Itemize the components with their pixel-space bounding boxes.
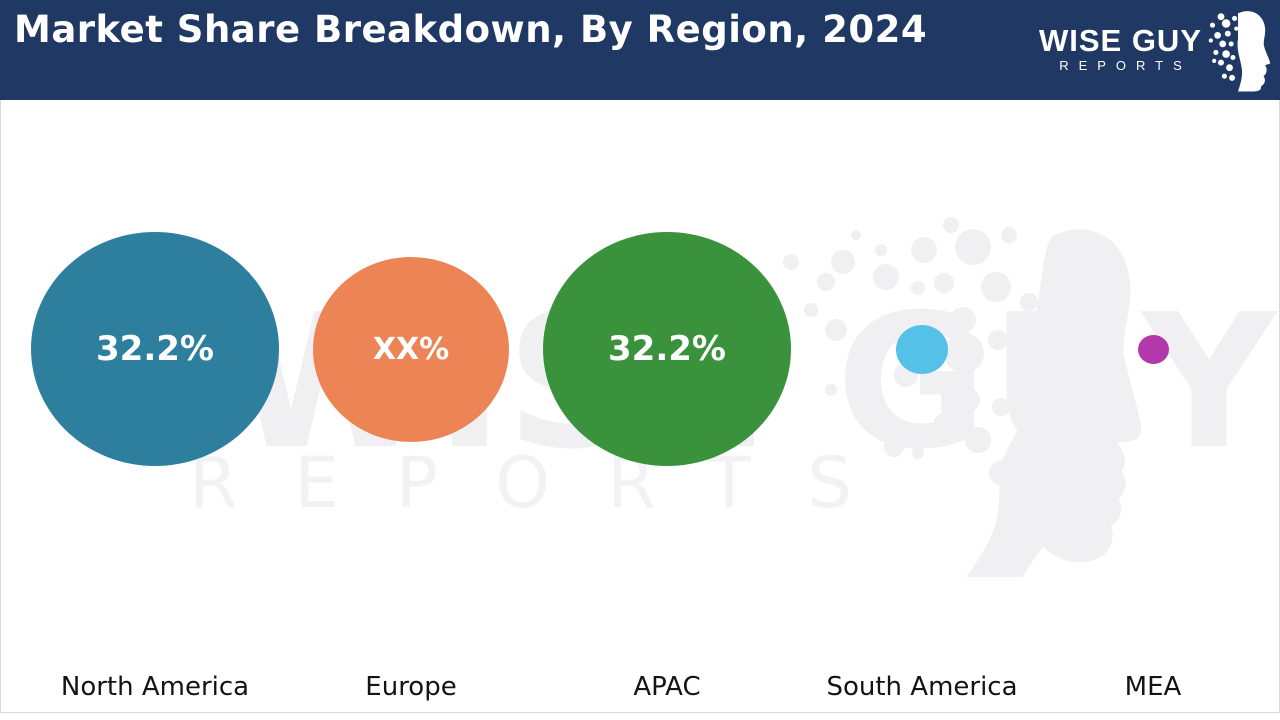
wise-guy-logo: WISE GUY REPORTS	[1039, 6, 1272, 92]
region-label-mea: MEA	[1124, 672, 1182, 702]
header: Market Share Breakdown, By Region, 2024 …	[0, 0, 1280, 100]
bubble-mea[interactable]	[1137, 334, 1169, 364]
wise-guy-head-icon	[1208, 11, 1271, 92]
bubble-value-europe: XX%	[372, 331, 450, 367]
bubble-value-apac: 32.2%	[608, 329, 726, 369]
bubble-value-north-america: 32.2%	[96, 329, 214, 369]
region-label-europe: Europe	[365, 672, 457, 702]
page-title: Market Share Breakdown, By Region, 2024	[14, 8, 928, 51]
bubble-south-america[interactable]	[896, 324, 948, 374]
bubble-europe[interactable]: XX%	[313, 256, 509, 442]
chart-area: WISE GUY REPORTS 32.2%North AmericaXX%Eu…	[0, 100, 1280, 713]
bubble-apac[interactable]: 32.2%	[543, 232, 791, 466]
region-label-south-america: South America	[826, 672, 1018, 702]
logo-text: WISE GUY REPORTS	[1039, 24, 1202, 74]
watermark-subtitle: REPORTS	[189, 442, 909, 524]
logo-wordmark: WISE GUY	[1038, 23, 1202, 58]
watermark-head-icon	[783, 217, 1142, 577]
region-label-apac: APAC	[633, 672, 701, 702]
logo-subtitle: REPORTS	[1059, 58, 1192, 73]
bubble-north-america[interactable]: 32.2%	[31, 232, 279, 466]
region-label-north-america: North America	[60, 672, 250, 702]
